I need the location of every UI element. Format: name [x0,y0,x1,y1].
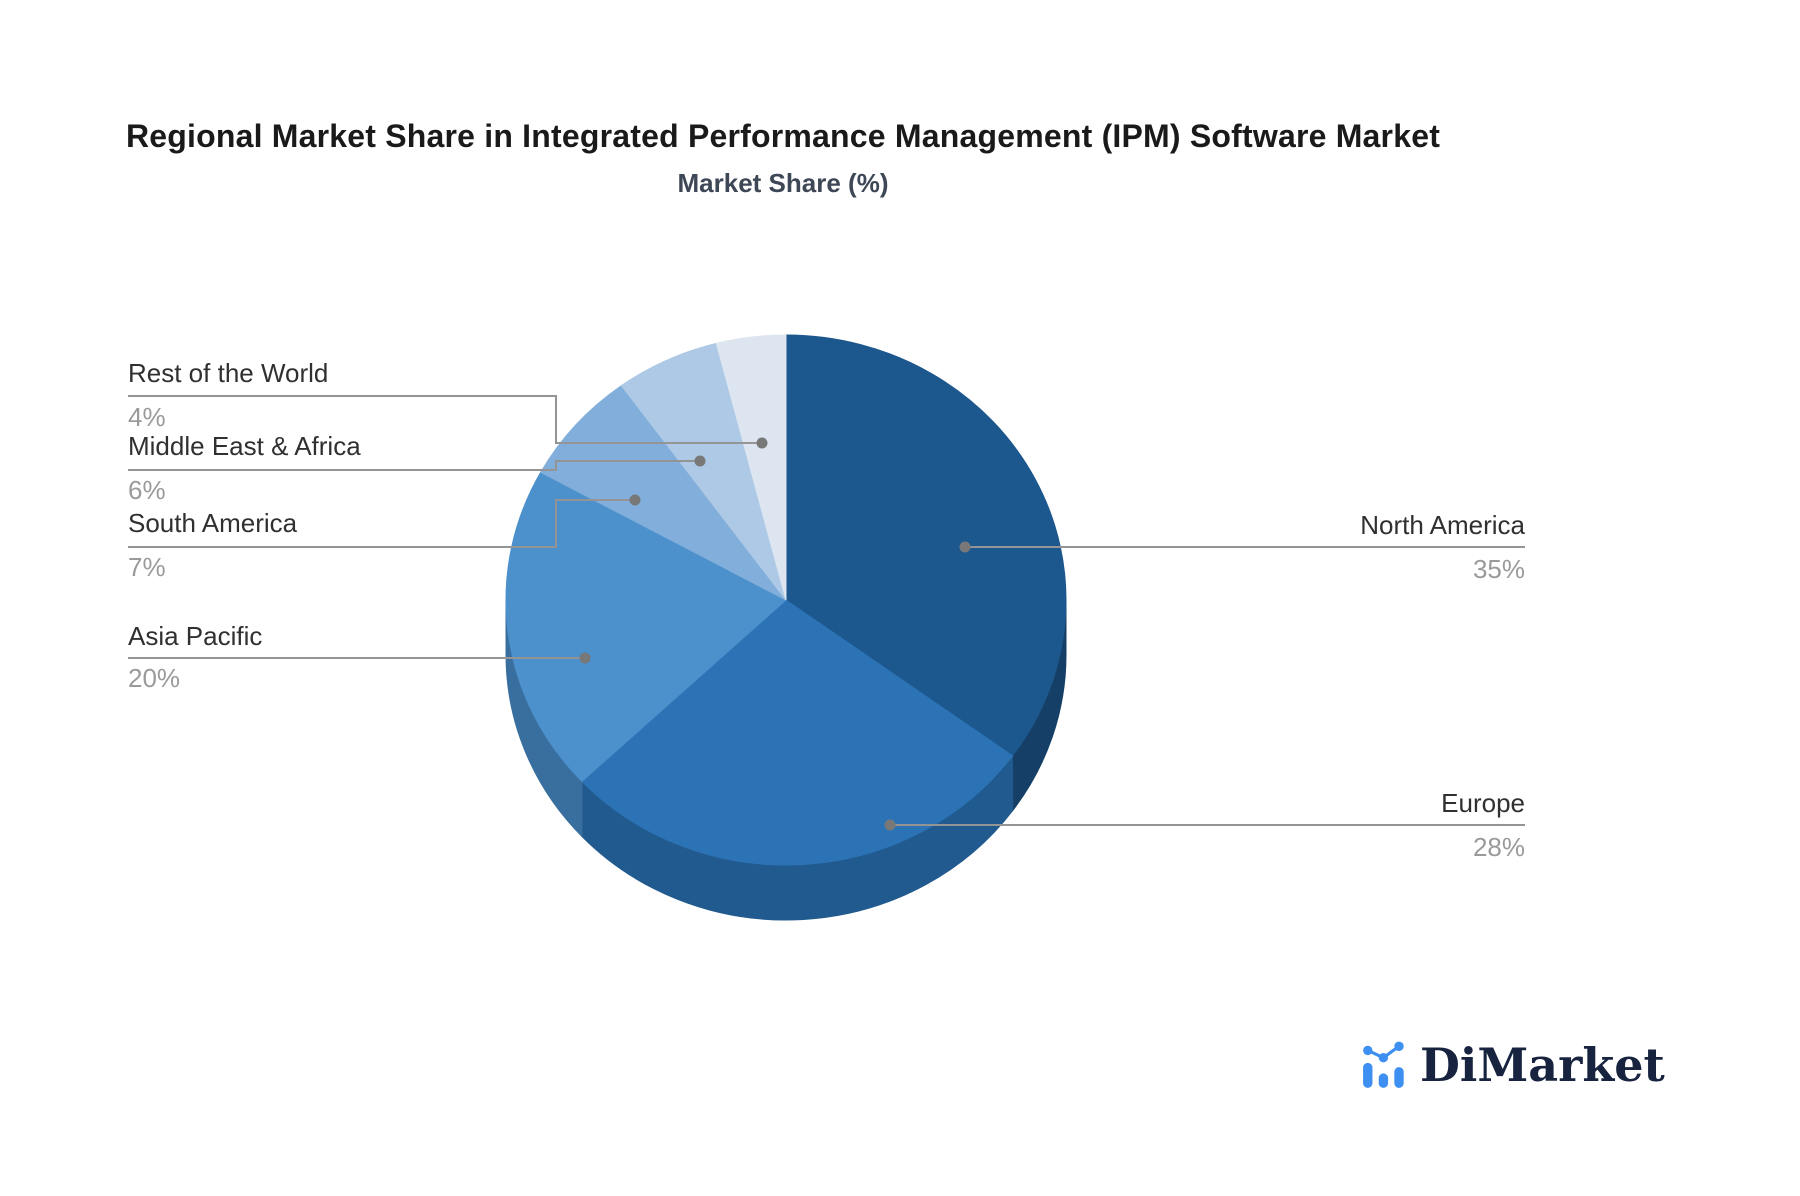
brand-logo-text: DiMarket [1420,1038,1665,1092]
chart-title: Regional Market Share in Integrated Perf… [125,118,1441,154]
slice-label: Asia Pacific [128,621,263,651]
leader-line-middle-east-africa [128,460,700,471]
slice-label: South America [128,508,298,538]
slice-value: 35% [1472,554,1525,584]
leader-line-rest-of-the-world [128,395,762,444]
leader-line-south-america [128,499,635,548]
slice-label: Rest of the World [128,358,329,388]
slice-value: 7% [128,552,166,582]
pie-slice-europe [581,599,1014,866]
pie-label-middle-east-africa: Middle East & Africa 6% [128,431,558,505]
pie-slice-asia-pacific [505,471,787,783]
pie-label-europe: Europe 28% [1095,788,1525,862]
slice-label: Europe [1441,788,1525,818]
pie-label-asia-pacific: Asia Pacific 20% [128,621,558,693]
slice-label: Middle East & Africa [128,431,361,461]
slice-label: North America [1360,510,1525,540]
slice-value: 20% [128,663,181,693]
leader-dot-europe [884,819,896,831]
bar-line-chart-icon [1363,1041,1404,1088]
chart-subtitle: Market Share (%) [677,168,889,198]
leader-dot-middle-east-africa [694,455,706,467]
pie-slice-rest-of-the-world [715,334,787,601]
slice-value: 28% [1472,832,1525,862]
slice-value: 6% [128,475,166,505]
leader-dot-rest-of-the-world [756,437,768,449]
leader-dot-north-america [959,541,971,553]
leader-dot-south-america [629,494,641,506]
pie-label-rest-of-the-world: Rest of the World 4% [128,358,558,432]
pie-slice-north-america [785,334,1067,757]
brand-logo: DiMarket [1362,1040,1665,1090]
pie-label-north-america: North America 35% [1095,510,1525,584]
leader-dot-asia-pacific [579,652,591,664]
slice-value: 4% [128,402,166,432]
pie-label-south-america: South America 7% [128,508,558,582]
